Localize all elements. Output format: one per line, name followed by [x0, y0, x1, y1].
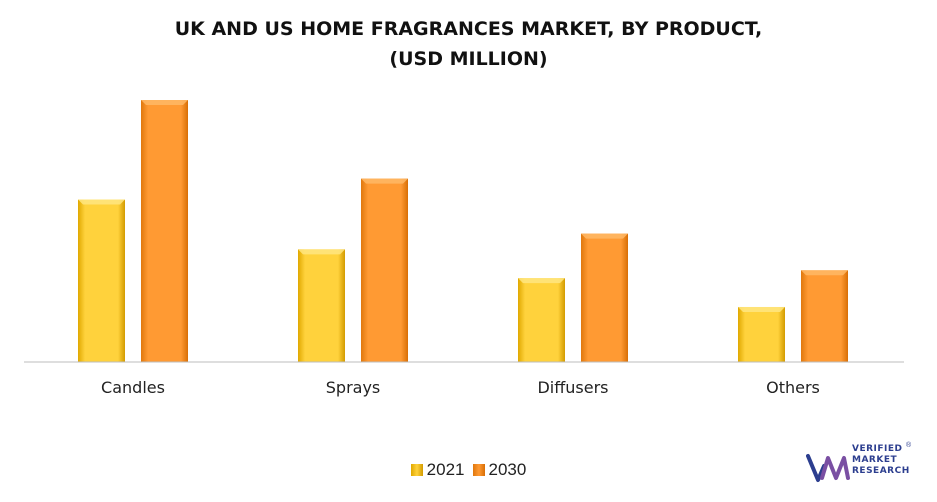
- bar-diffusers-2030: [581, 233, 628, 362]
- x-tick-label-candles: Candles: [101, 378, 165, 397]
- legend: 2021 2030: [0, 460, 937, 480]
- logo-text: VERIFIED MARKET RESEARCH: [852, 444, 910, 477]
- bar-sprays-2021: [298, 249, 345, 362]
- verified-market-research-logo: VERIFIED MARKET RESEARCH ®: [806, 442, 926, 492]
- legend-label-2021: 2021: [426, 460, 465, 479]
- bar-others-2021: [738, 306, 785, 362]
- legend-label-2030: 2030: [488, 460, 527, 479]
- bar-candles-2030: [141, 100, 188, 362]
- x-tick-label-sprays: Sprays: [326, 378, 381, 397]
- logo-line-3: RESEARCH: [852, 466, 910, 476]
- x-tick-labels: Candles Sprays Diffusers Others: [101, 378, 820, 397]
- bar-sprays-2030: [361, 178, 408, 362]
- bar-candles-2021: [78, 199, 125, 362]
- vmr-logo-mark-icon: [806, 454, 850, 482]
- bar-diffusers-2021: [518, 278, 565, 362]
- chart-title-line-2: (USD MILLION): [389, 48, 548, 70]
- legend-swatch-2021: [410, 464, 423, 476]
- logo-line-1: VERIFIED: [852, 444, 903, 454]
- legend-item-2030: 2030: [472, 460, 527, 480]
- logo-line-2: MARKET: [852, 455, 898, 465]
- chart-title-line-1: UK AND US HOME FRAGRANCES MARKET, BY PRO…: [174, 18, 763, 40]
- bar-others-2030: [801, 270, 848, 362]
- legend-swatch-2030: [472, 464, 485, 476]
- chart-title: UK AND US HOME FRAGRANCES MARKET, BY PRO…: [0, 14, 937, 74]
- x-tick-label-diffusers: Diffusers: [537, 378, 608, 397]
- registered-mark: ®: [906, 442, 912, 449]
- bars-group: [78, 100, 848, 362]
- legend-item-2021: 2021: [410, 460, 465, 480]
- x-tick-label-others: Others: [766, 378, 820, 397]
